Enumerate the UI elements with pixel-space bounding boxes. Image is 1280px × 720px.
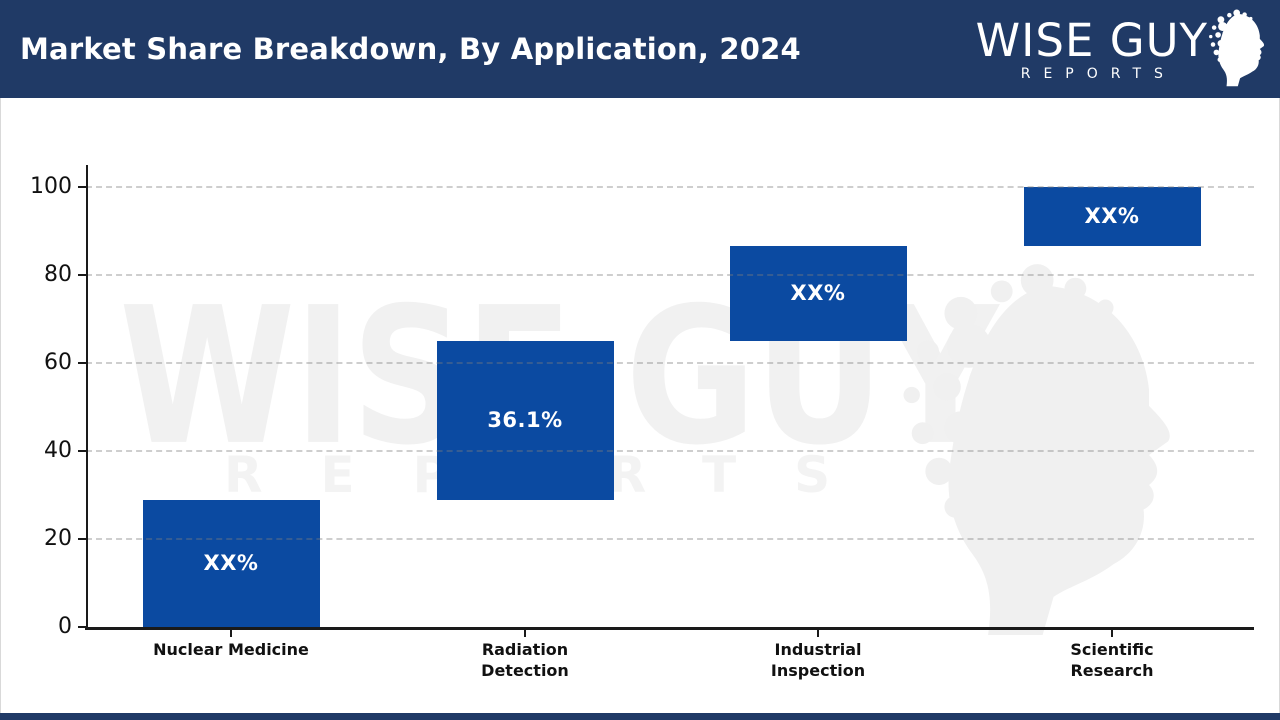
x-category-label: Nuclear Medicine xyxy=(153,640,309,659)
brand-subtitle: REPORTS xyxy=(1020,65,1176,82)
y-tick-mark xyxy=(78,274,86,276)
brand-head-icon xyxy=(1209,9,1265,87)
y-tick-label: 20 xyxy=(44,526,72,551)
plot: 0 20 40 60 80 100 XX% 36.1% XX% XX% Nuclear Medici… xyxy=(1,98,1279,713)
gridline xyxy=(86,274,1254,276)
header-bar: Market Share Breakdown, By Application, … xyxy=(0,0,1280,98)
chart-area: WISE GUY REPORTS 020406080100XX%36.1%XX%… xyxy=(0,98,1280,713)
y-tick-mark xyxy=(78,362,86,364)
brand-logo: WISE GUY REPORTS xyxy=(976,7,1266,91)
gridline xyxy=(86,186,1254,188)
footer-bar xyxy=(0,713,1280,720)
y-tick-mark xyxy=(78,538,86,540)
brand-logo-text: WISE GUY REPORTS xyxy=(976,18,1208,81)
y-axis xyxy=(86,165,88,629)
gridline xyxy=(86,450,1254,452)
bar-value-label: XX% xyxy=(1084,204,1140,229)
y-tick-mark xyxy=(78,450,86,452)
x-category-label: Industrial Inspection xyxy=(770,640,866,680)
x-category-label: Scientific Research xyxy=(1070,640,1154,680)
brand-name: WISE GUY xyxy=(975,13,1208,67)
y-tick-label: 80 xyxy=(44,262,72,287)
bar-value-label: XX% xyxy=(203,551,259,576)
x-tick-mark xyxy=(1111,630,1113,637)
y-tick-label: 40 xyxy=(44,438,72,463)
y-tick-mark xyxy=(78,186,86,188)
y-tick-label: 0 xyxy=(58,614,72,639)
bar-scientific-research xyxy=(1023,187,1201,246)
y-tick-label: 60 xyxy=(44,350,72,375)
y-tick-label: 100 xyxy=(30,174,72,199)
bar-nuclear-medicine xyxy=(142,499,320,627)
x-tick-mark xyxy=(230,630,232,637)
x-tick-mark xyxy=(524,630,526,637)
x-tick-mark xyxy=(817,630,819,637)
bar-radiation-detection xyxy=(436,341,614,500)
x-axis xyxy=(85,627,1254,630)
gridline xyxy=(86,538,1254,540)
x-category-label: Radiation Detection xyxy=(481,640,569,680)
bar-value-label: XX% xyxy=(790,281,846,306)
y-tick-mark xyxy=(78,626,86,628)
page-title: Market Share Breakdown, By Application, … xyxy=(20,32,801,66)
gridline xyxy=(86,362,1254,364)
bar-industrial-inspection xyxy=(729,245,907,341)
bar-value-label: 36.1% xyxy=(487,408,563,433)
